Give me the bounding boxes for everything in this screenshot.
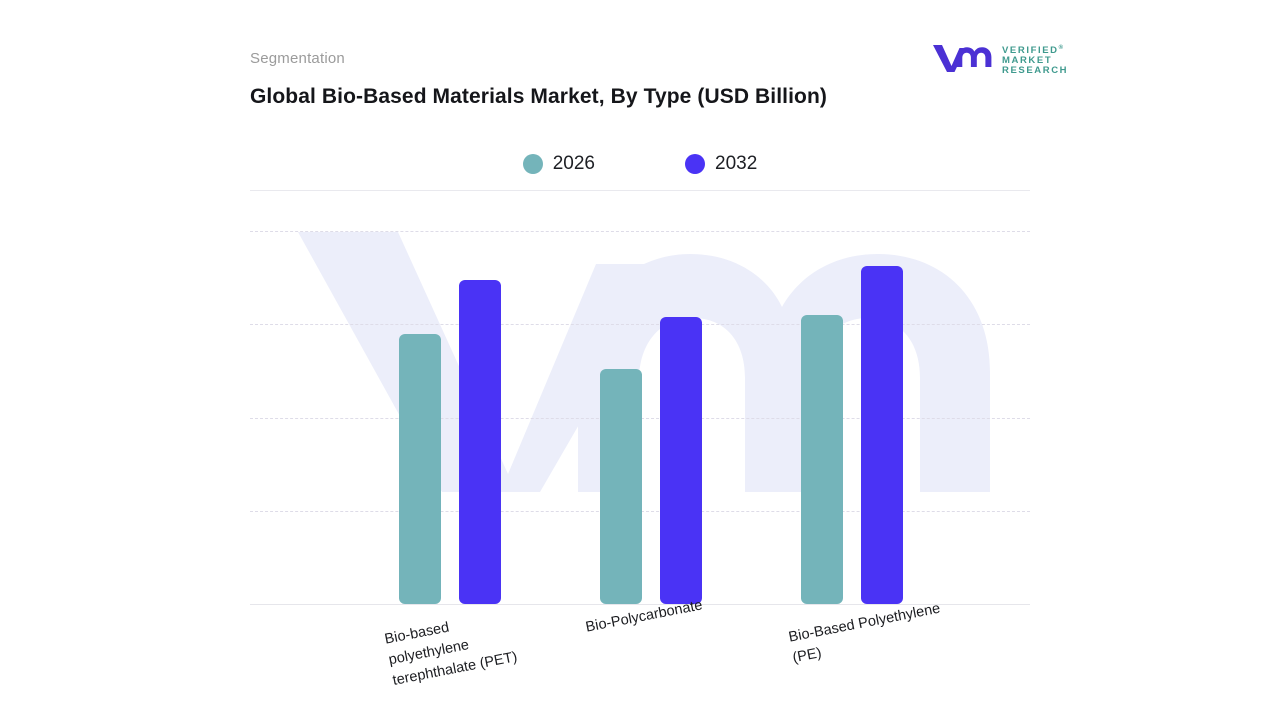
logo-line-verified: VERIFIED® <box>1002 45 1064 57</box>
chart-legend: 2026 2032 <box>250 150 1030 178</box>
bar-2032-1[interactable] <box>459 279 501 604</box>
bar-2032-2[interactable] <box>660 317 702 604</box>
legend-item-2026[interactable]: 2026 <box>522 153 595 175</box>
bar-2026-1[interactable] <box>399 333 441 604</box>
logo-line-research: RESEARCH <box>1002 64 1069 76</box>
registered-trademark-icon: ® <box>1058 45 1064 51</box>
page-title: Global Bio-Based Materials Market, By Ty… <box>250 85 827 108</box>
legend-swatch-2026 <box>522 154 543 174</box>
plot-area <box>250 222 1030 605</box>
segmentation-eyebrow: Segmentation <box>250 50 345 67</box>
gridline <box>250 324 1030 326</box>
bar-2026-3[interactable] <box>801 314 843 604</box>
logo-wordmark: VERIFIED® MARKET RESEARCH <box>1002 44 1068 75</box>
vmr-mark-icon <box>932 43 994 73</box>
bar-series-layer <box>250 222 1030 605</box>
bar-2026-2[interactable] <box>600 368 642 604</box>
x-axis-label-3: Bio-Based Polyethylene (PE) <box>787 600 942 667</box>
x-axis-label-1: Bio-based polyethylene terephthalate (PE… <box>383 619 519 689</box>
gridline <box>250 231 1030 232</box>
legend-swatch-2032 <box>685 154 705 174</box>
x-axis-category-labels: Bio-based polyethylene terephthalate (PE… <box>250 597 1040 720</box>
x-axis-line <box>250 604 1030 605</box>
legend-label-2032: 2032 <box>715 153 758 174</box>
legend-divider <box>250 190 1030 191</box>
bar-2032-3[interactable] <box>861 265 903 604</box>
verified-market-research-logo: VERIFIED® MARKET RESEARCH <box>932 40 1067 76</box>
legend-item-2032[interactable]: 2032 <box>685 153 757 175</box>
legend-label-2026: 2026 <box>552 153 595 174</box>
logo-line-market: MARKET <box>1002 54 1053 66</box>
